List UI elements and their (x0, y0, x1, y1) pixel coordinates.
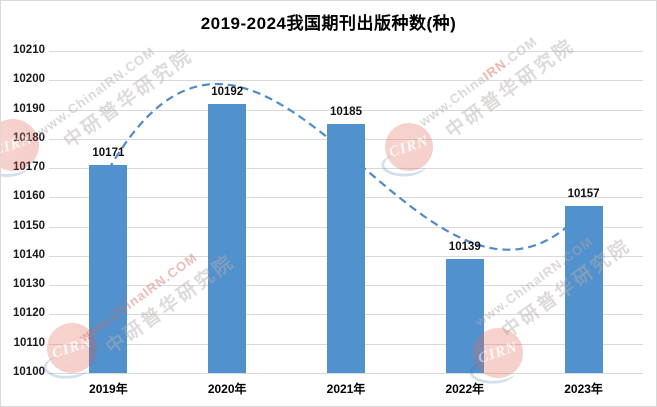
x-axis-tick-label: 2022年 (445, 382, 485, 396)
bar (327, 124, 365, 373)
bar-value-label: 10192 (211, 85, 244, 98)
chart-title: 2019-2024我国期刊出版种数(种) (200, 14, 457, 33)
gridline (49, 51, 643, 52)
gridline (49, 80, 643, 82)
bar-value-label: 10171 (92, 147, 125, 160)
y-axis-tick-label: 10160 (13, 190, 45, 203)
y-axis-tick-label: 10120 (13, 307, 45, 320)
bar (89, 165, 128, 373)
x-axis-tick-label: 2023年 (564, 382, 603, 396)
x-axis-tick-label: 2021年 (326, 382, 366, 396)
y-axis-tick-label: 10100 (13, 366, 45, 378)
trendline-dashed-curve (107, 82, 585, 251)
y-axis-tick-label: 10150 (13, 219, 45, 232)
x-axis-tick-label: 2019年 (89, 382, 128, 396)
bar (445, 258, 484, 373)
bar-value-label: 10139 (448, 240, 481, 253)
y-axis-tick-label: 10110 (13, 336, 45, 349)
y-axis-tick-label: 10130 (13, 278, 45, 291)
x-axis-tick-label: 2020年 (207, 382, 247, 396)
gridline (49, 373, 643, 374)
y-axis-tick-label: 10140 (13, 248, 45, 261)
y-axis-tick-label: 10180 (13, 131, 45, 144)
bar (208, 103, 247, 373)
bar-value-label: 10157 (567, 188, 600, 201)
y-axis-tick-label: 10190 (13, 102, 45, 115)
gridline (49, 109, 643, 111)
y-axis-tick-label: 10210 (13, 44, 45, 56)
bar (564, 206, 603, 373)
y-axis-tick-label: 10200 (13, 73, 45, 86)
bar-value-label: 10185 (330, 106, 362, 119)
y-axis-tick-label: 10170 (13, 161, 45, 174)
